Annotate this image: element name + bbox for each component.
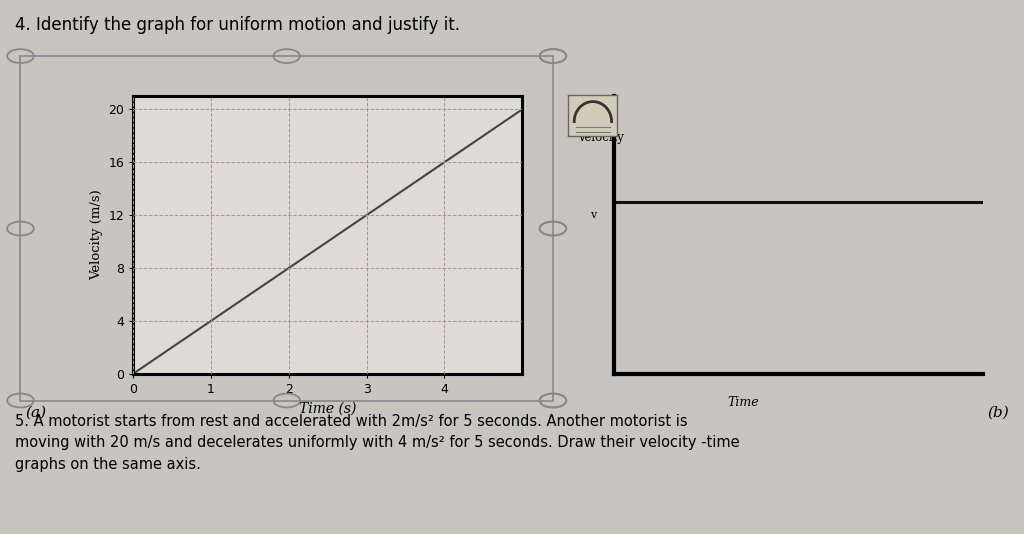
Text: (b): (b) <box>987 406 1009 420</box>
Text: Time: Time <box>728 396 759 409</box>
Text: v: v <box>591 210 597 220</box>
Text: 5. A motorist starts from rest and accelerated with 2m/s² for 5 seconds. Another: 5. A motorist starts from rest and accel… <box>15 414 740 472</box>
Text: Velocity: Velocity <box>578 131 625 144</box>
X-axis label: Time (s): Time (s) <box>299 402 356 415</box>
Text: (a): (a) <box>26 406 47 420</box>
Y-axis label: Velocity (m/s): Velocity (m/s) <box>90 190 102 280</box>
Text: 4. Identify the graph for uniform motion and justify it.: 4. Identify the graph for uniform motion… <box>15 16 461 34</box>
